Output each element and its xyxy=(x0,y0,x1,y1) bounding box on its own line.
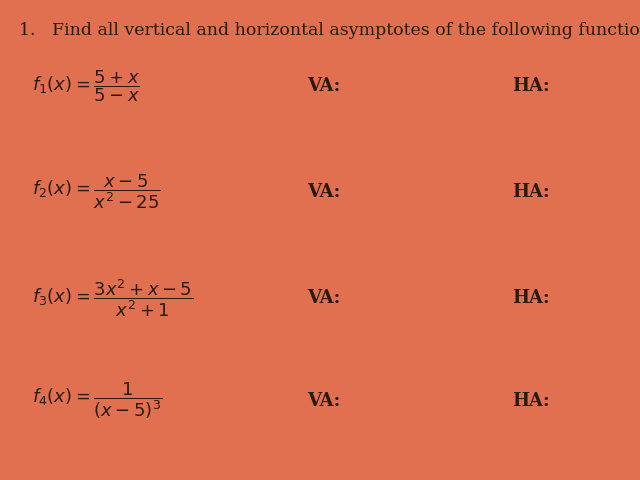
Text: $f_2(x)=\dfrac{x-5}{x^2-25}$: $f_2(x)=\dfrac{x-5}{x^2-25}$ xyxy=(32,173,161,211)
Text: VA:: VA: xyxy=(307,288,340,307)
Text: HA:: HA: xyxy=(512,288,550,307)
Text: VA:: VA: xyxy=(307,77,340,96)
Text: HA:: HA: xyxy=(512,183,550,201)
Text: $f_4(x)=\dfrac{1}{(x-5)^3}$: $f_4(x)=\dfrac{1}{(x-5)^3}$ xyxy=(32,381,163,421)
Text: $f_3(x)=\dfrac{3x^2+x-5}{x^2+1}$: $f_3(x)=\dfrac{3x^2+x-5}{x^2+1}$ xyxy=(32,276,193,319)
Text: HA:: HA: xyxy=(512,77,550,96)
Text: 1.   Find all vertical and horizontal asymptotes of the following functions.: 1. Find all vertical and horizontal asym… xyxy=(19,22,640,38)
Text: $f_1(x)=\dfrac{5+x}{5-x}$: $f_1(x)=\dfrac{5+x}{5-x}$ xyxy=(32,69,140,104)
Text: HA:: HA: xyxy=(512,392,550,410)
Text: VA:: VA: xyxy=(307,392,340,410)
Text: VA:: VA: xyxy=(307,183,340,201)
